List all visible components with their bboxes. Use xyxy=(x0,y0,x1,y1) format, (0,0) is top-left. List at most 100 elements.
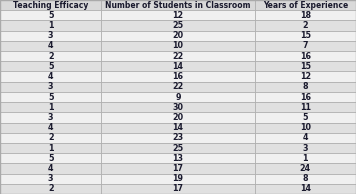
Bar xyxy=(101,92,255,102)
Text: 30: 30 xyxy=(173,103,183,112)
Bar xyxy=(101,61,255,71)
Text: 10: 10 xyxy=(173,42,183,50)
Text: 5: 5 xyxy=(48,93,53,101)
Text: Years of Experience: Years of Experience xyxy=(263,1,348,10)
Text: 5: 5 xyxy=(48,11,53,20)
Bar xyxy=(255,10,356,20)
Bar xyxy=(255,41,356,51)
Bar xyxy=(255,102,356,112)
Text: 11: 11 xyxy=(300,103,311,112)
Bar xyxy=(255,0,356,10)
Bar xyxy=(101,163,255,174)
Bar xyxy=(101,0,255,10)
Bar xyxy=(0,31,101,41)
Bar xyxy=(255,71,356,82)
Text: 25: 25 xyxy=(172,21,184,30)
Bar xyxy=(101,102,255,112)
Text: 3: 3 xyxy=(48,174,53,183)
Text: 23: 23 xyxy=(172,133,184,142)
Text: 3: 3 xyxy=(48,82,53,91)
Bar xyxy=(0,133,101,143)
Bar xyxy=(101,82,255,92)
Text: 19: 19 xyxy=(173,174,183,183)
Bar xyxy=(255,133,356,143)
Text: 5: 5 xyxy=(48,62,53,71)
Text: 20: 20 xyxy=(172,31,184,40)
Text: 9: 9 xyxy=(175,93,181,101)
Text: 2: 2 xyxy=(48,133,53,142)
Text: 8: 8 xyxy=(303,82,308,91)
Text: 14: 14 xyxy=(173,62,183,71)
Bar xyxy=(101,71,255,82)
Bar xyxy=(255,82,356,92)
Text: 22: 22 xyxy=(172,82,184,91)
Bar xyxy=(255,153,356,163)
Bar xyxy=(0,82,101,92)
Text: 24: 24 xyxy=(300,164,311,173)
Bar xyxy=(0,0,101,10)
Text: 15: 15 xyxy=(300,31,311,40)
Bar xyxy=(255,51,356,61)
Text: 15: 15 xyxy=(300,62,311,71)
Bar xyxy=(101,10,255,20)
Text: 18: 18 xyxy=(300,11,311,20)
Text: 12: 12 xyxy=(300,72,311,81)
Text: 2: 2 xyxy=(303,21,308,30)
Bar xyxy=(255,112,356,123)
Text: 1: 1 xyxy=(48,21,53,30)
Bar xyxy=(101,123,255,133)
Text: 8: 8 xyxy=(303,174,308,183)
Bar xyxy=(0,123,101,133)
Text: 2: 2 xyxy=(48,52,53,61)
Bar xyxy=(0,153,101,163)
Bar xyxy=(0,92,101,102)
Bar xyxy=(0,174,101,184)
Text: 5: 5 xyxy=(303,113,308,122)
Text: 17: 17 xyxy=(173,184,183,193)
Text: Number of Students in Classroom: Number of Students in Classroom xyxy=(105,1,251,10)
Bar xyxy=(255,92,356,102)
Bar xyxy=(101,143,255,153)
Bar xyxy=(101,174,255,184)
Bar xyxy=(255,123,356,133)
Text: 10: 10 xyxy=(300,123,311,132)
Text: 13: 13 xyxy=(173,154,183,163)
Bar xyxy=(101,51,255,61)
Bar xyxy=(255,61,356,71)
Text: 4: 4 xyxy=(48,72,53,81)
Bar xyxy=(0,51,101,61)
Bar xyxy=(101,184,255,194)
Text: 3: 3 xyxy=(303,144,308,152)
Text: 14: 14 xyxy=(300,184,311,193)
Bar xyxy=(255,143,356,153)
Text: 16: 16 xyxy=(173,72,183,81)
Text: 20: 20 xyxy=(172,113,184,122)
Text: 1: 1 xyxy=(48,144,53,152)
Text: 16: 16 xyxy=(300,52,311,61)
Bar xyxy=(0,61,101,71)
Text: 16: 16 xyxy=(300,93,311,101)
Text: 3: 3 xyxy=(48,31,53,40)
Bar xyxy=(101,133,255,143)
Text: 5: 5 xyxy=(48,154,53,163)
Text: 1: 1 xyxy=(303,154,308,163)
Text: 4: 4 xyxy=(48,164,53,173)
Bar xyxy=(0,71,101,82)
Text: 2: 2 xyxy=(48,184,53,193)
Text: 4: 4 xyxy=(48,42,53,50)
Bar xyxy=(0,41,101,51)
Text: 7: 7 xyxy=(303,42,308,50)
Bar xyxy=(255,31,356,41)
Bar xyxy=(0,112,101,123)
Bar xyxy=(0,163,101,174)
Text: 17: 17 xyxy=(173,164,183,173)
Bar xyxy=(255,174,356,184)
Text: 14: 14 xyxy=(173,123,183,132)
Text: 4: 4 xyxy=(48,123,53,132)
Bar xyxy=(0,20,101,31)
Bar xyxy=(255,163,356,174)
Bar xyxy=(101,20,255,31)
Text: 1: 1 xyxy=(48,103,53,112)
Text: 25: 25 xyxy=(172,144,184,152)
Bar xyxy=(255,20,356,31)
